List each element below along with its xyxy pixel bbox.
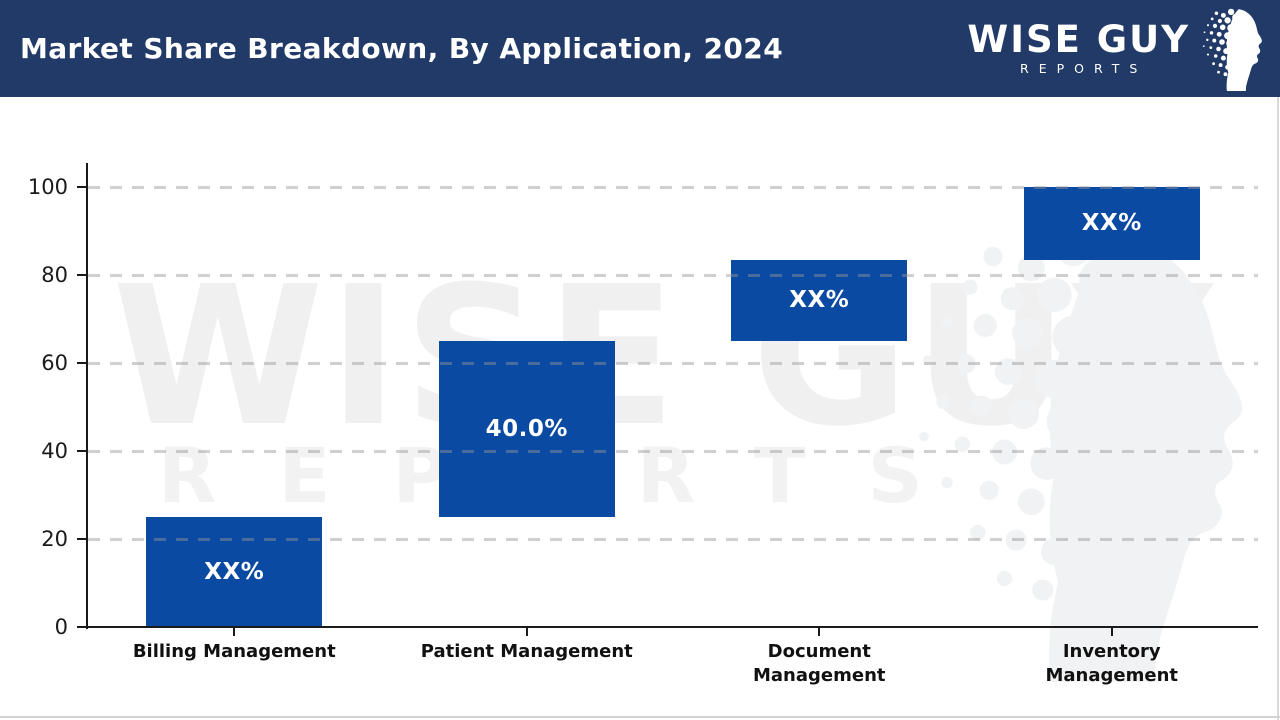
logo-wordmark: WISE GUY <box>967 18 1190 62</box>
bar-segment: 40.0% <box>438 341 615 517</box>
y-tick-label: 40 <box>41 439 68 463</box>
category-label: Document Management <box>753 641 886 687</box>
x-tick-mark <box>1110 628 1113 636</box>
logo-face-icon <box>1192 7 1266 91</box>
header: Market Share Breakdown, By Application, … <box>0 0 1280 97</box>
y-tick-label: 100 <box>27 175 68 199</box>
y-tick-mark <box>77 450 86 452</box>
gridline <box>88 273 1258 277</box>
category-label: Billing Management <box>132 641 336 662</box>
bottom-edge-line <box>0 716 1280 718</box>
gridline <box>88 361 1258 365</box>
x-tick-mark <box>818 628 821 636</box>
page-title: Market Share Breakdown, By Application, … <box>20 32 784 65</box>
y-tick-label: 60 <box>41 351 68 375</box>
x-tick-mark <box>233 628 236 636</box>
bar-segment: XX% <box>1023 187 1200 260</box>
bar-value-label: XX% <box>789 287 850 314</box>
x-tick-mark <box>525 628 528 636</box>
y-tick-mark <box>77 186 86 188</box>
bar-value-label: 40.0% <box>485 416 568 442</box>
y-tick-mark <box>77 274 86 276</box>
logo-text: WISE GUY REPORTS <box>967 21 1190 76</box>
y-tick-label: 20 <box>41 527 68 551</box>
logo-subtext: REPORTS <box>1020 61 1148 77</box>
y-tick-mark <box>77 538 86 540</box>
y-tick-label: 0 <box>54 615 68 639</box>
gridline <box>88 449 1258 453</box>
bar-value-label: XX% <box>1081 210 1142 237</box>
gridline <box>88 537 1258 541</box>
y-tick-label: 80 <box>41 263 68 287</box>
y-tick-mark <box>77 362 86 364</box>
y-axis-line <box>86 163 88 629</box>
category-label: Patient Management <box>420 641 633 662</box>
bar-value-label: XX% <box>204 559 265 585</box>
x-axis-line <box>86 626 1258 628</box>
bar-segment: XX% <box>146 517 323 627</box>
gridline <box>88 185 1258 189</box>
wise-guy-logo: WISE GUY REPORTS <box>967 7 1266 91</box>
category-label: Inventory Management <box>1045 641 1179 687</box>
bar-segment: XX% <box>731 259 908 341</box>
right-edge-line <box>1277 97 1279 720</box>
y-tick-mark <box>77 626 86 628</box>
